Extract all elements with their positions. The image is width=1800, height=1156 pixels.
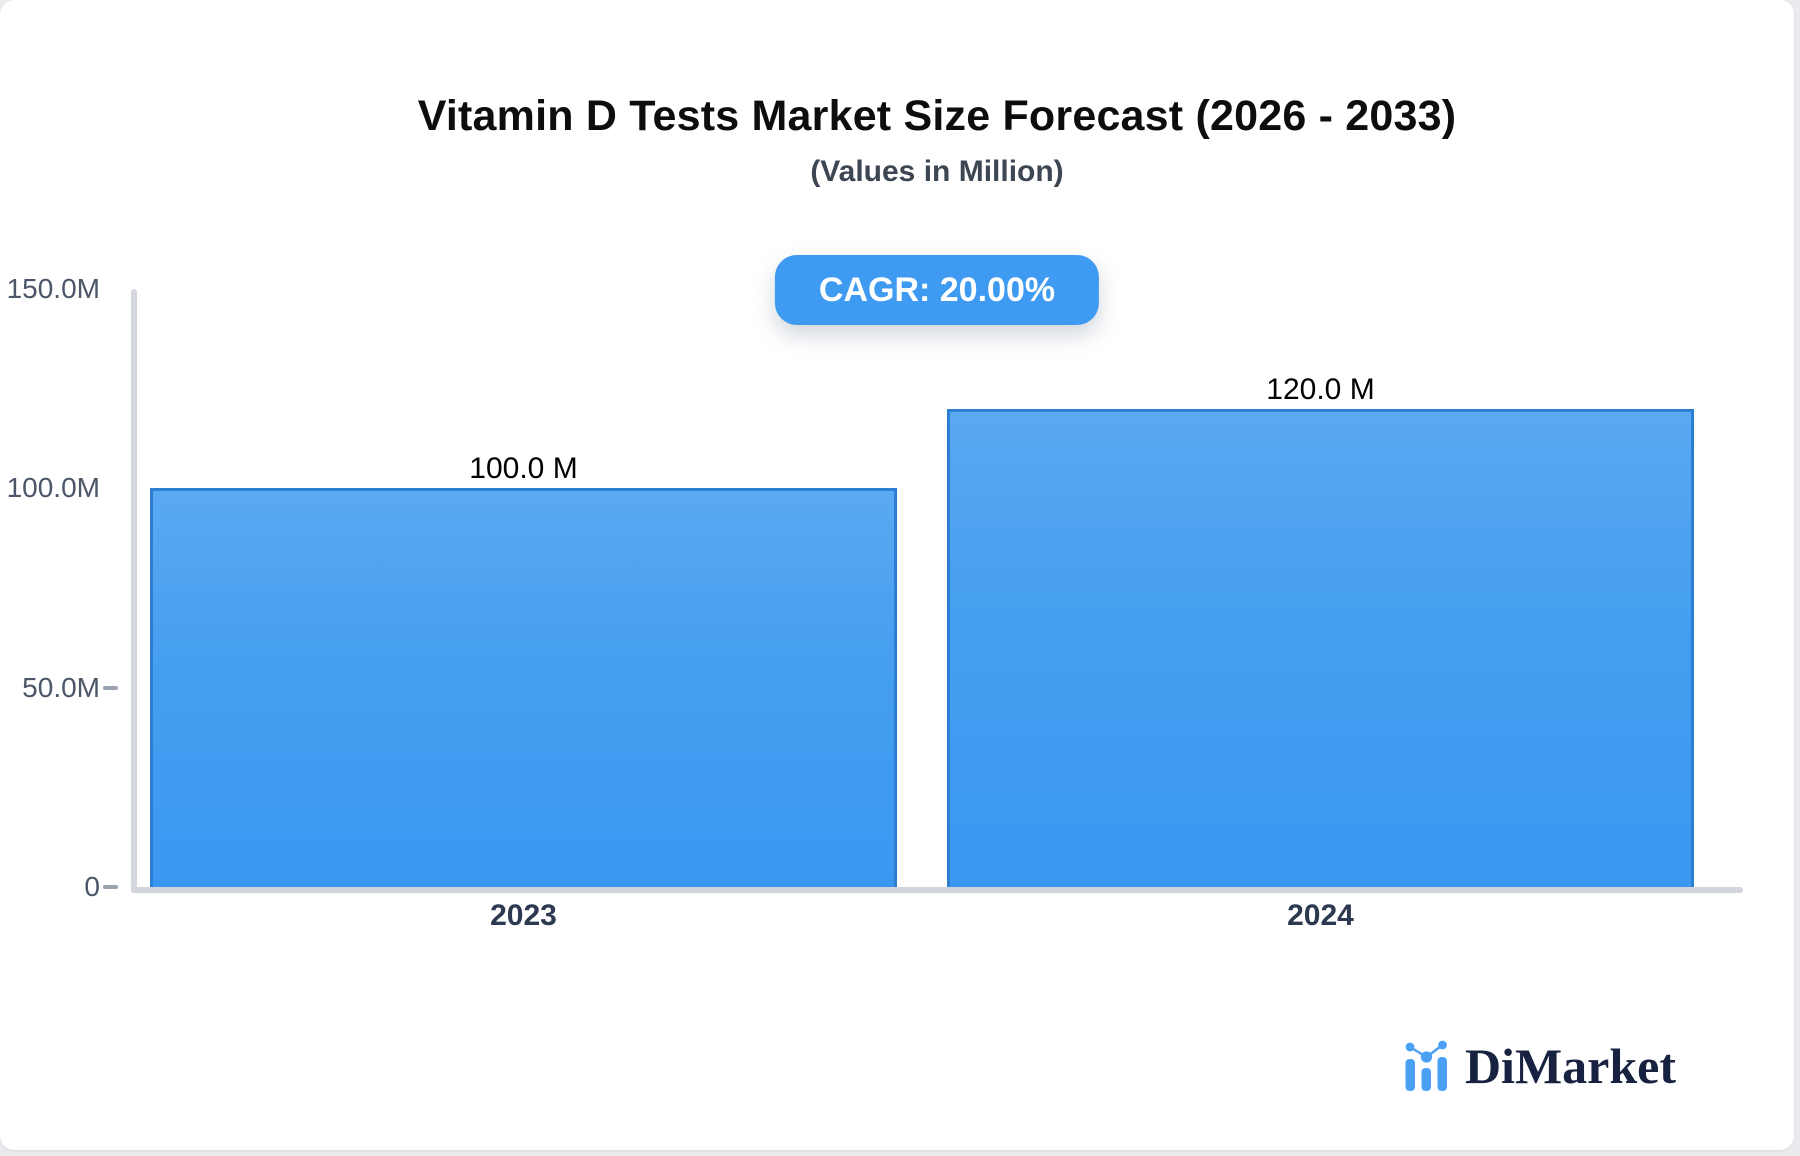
bar-value-label: 120.0 M	[1266, 372, 1375, 406]
bar-chart-logo-icon	[1405, 1039, 1451, 1093]
x-axis-line	[131, 887, 1743, 893]
y-axis-tick-label: 0	[84, 871, 100, 902]
cagr-badge: CAGR: 20.00%	[774, 255, 1100, 325]
bar-2023	[150, 488, 897, 887]
bar-2024	[947, 408, 1694, 887]
y-axis-tick-label: 50.0M	[22, 671, 100, 703]
y-axis-tick-label: 100.0M	[6, 472, 100, 504]
dimarket-logo: DiMarket	[1405, 1038, 1676, 1094]
x-axis-category-label: 2024	[1287, 899, 1354, 932]
chart-subtitle: (Values in Million)	[810, 155, 1064, 188]
y-axis-tick-mark	[103, 685, 118, 690]
chart-header: Vitamin D Tests Market Size Forecast (20…	[131, 0, 1743, 325]
y-axis-tick-mark	[103, 885, 118, 889]
chart-title: Vitamin D Tests Market Size Forecast (20…	[417, 92, 1457, 140]
y-axis-tick-label: 150.0M	[6, 273, 100, 304]
y-axis-line	[131, 289, 137, 893]
logo-text: DiMarket	[1464, 1038, 1676, 1094]
bar-value-label: 100.0 M	[469, 452, 578, 486]
x-axis-category-label: 2023	[490, 899, 557, 932]
